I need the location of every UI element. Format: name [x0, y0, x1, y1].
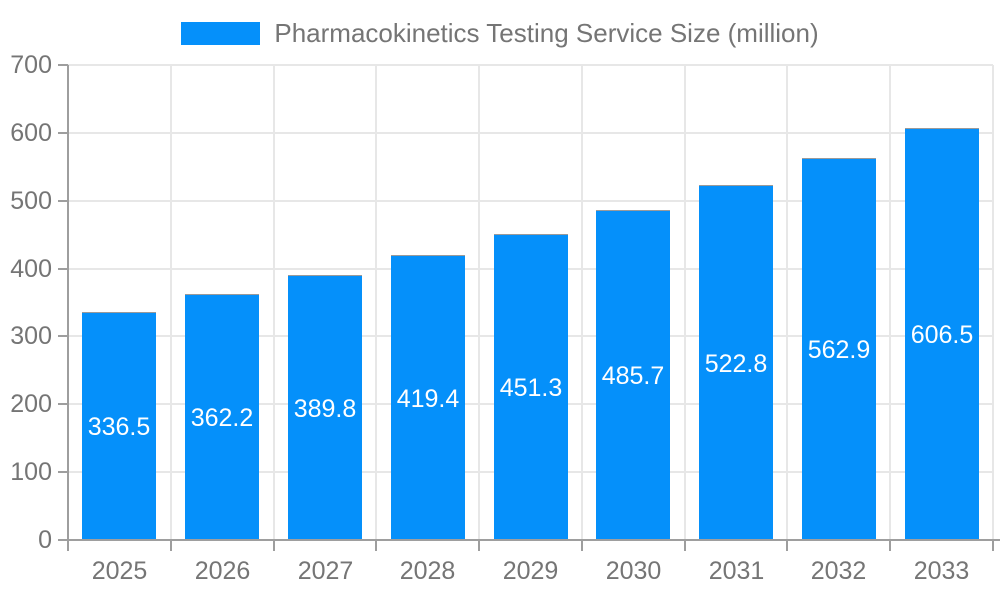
legend-label: Pharmacokinetics Testing Service Size (m…: [274, 17, 819, 48]
x-tick-label: 2031: [708, 557, 765, 585]
bar[interactable]: 606.5: [905, 128, 979, 540]
x-tick: [67, 540, 69, 551]
y-tick: [58, 131, 68, 134]
x-tick: [478, 540, 481, 551]
bar-value-label: 606.5: [910, 321, 974, 349]
bar[interactable]: 485.7: [596, 210, 670, 540]
x-tick-label: 2025: [91, 557, 148, 585]
x-tick: [169, 540, 172, 551]
x-tick-label: 2027: [297, 557, 354, 585]
bar-value-label: 336.5: [87, 413, 151, 441]
y-tick-label: 700: [10, 51, 52, 79]
bar[interactable]: 451.3: [494, 234, 568, 540]
x-tick: [375, 540, 378, 551]
gridline-vertical: [786, 65, 789, 540]
bar[interactable]: 419.4: [391, 255, 465, 540]
gridline-vertical: [478, 65, 481, 540]
gridline-vertical: [889, 65, 892, 540]
legend[interactable]: Pharmacokinetics Testing Service Size (m…: [0, 18, 1000, 48]
y-tick: [58, 403, 68, 406]
bar-value-label: 419.4: [396, 385, 460, 413]
y-tick: [58, 539, 68, 541]
x-tick: [786, 540, 789, 551]
y-tick-label: 300: [10, 322, 52, 351]
y-tick-label: 100: [10, 458, 52, 487]
bar-value-label: 485.7: [601, 362, 665, 390]
y-tick-label: 0: [38, 526, 52, 554]
y-tick: [58, 64, 68, 66]
y-tick: [58, 335, 68, 338]
x-tick-label: 2033: [913, 557, 970, 585]
legend-swatch-icon: [181, 21, 261, 45]
plot-area: 336.5 362.2 389.8 419.4 451.3 485.7 522.8 562.9…: [68, 64, 994, 540]
y-tick: [58, 199, 68, 202]
bar[interactable]: 336.5: [82, 312, 156, 540]
bar-value-label: 362.2: [190, 404, 254, 432]
x-tick-label: 2029: [502, 557, 559, 585]
y-tick: [58, 267, 68, 270]
bar-value-label: 451.3: [499, 374, 563, 402]
y-axis-line: [67, 65, 69, 542]
x-tick-label: 2026: [194, 557, 251, 585]
gridline-horizontal: [68, 64, 993, 66]
bar[interactable]: 562.9: [802, 158, 876, 540]
y-tick-label: 400: [10, 254, 52, 283]
gridline-vertical: [683, 65, 686, 540]
x-tick-label: 2030: [605, 557, 662, 585]
bar-value-label: 562.9: [807, 336, 871, 364]
x-tick: [580, 540, 583, 551]
gridline-vertical: [272, 65, 275, 540]
y-tick-label: 600: [10, 118, 52, 147]
y-tick-label: 500: [10, 186, 52, 215]
gridline-horizontal: [68, 131, 993, 134]
x-tick-label: 2028: [399, 557, 456, 585]
gridline-vertical: [169, 65, 172, 540]
gridline-horizontal: [68, 199, 993, 202]
bar[interactable]: 389.8: [288, 275, 362, 540]
gridline-vertical: [375, 65, 378, 540]
y-tick-label: 200: [10, 390, 52, 419]
x-axis-line: [58, 539, 1000, 541]
x-tick: [683, 540, 686, 551]
y-tick: [58, 471, 68, 474]
gridline-vertical: [580, 65, 583, 540]
bar-value-label: 522.8: [704, 350, 768, 378]
bar[interactable]: 522.8: [699, 185, 773, 540]
gridline-vertical: [992, 65, 994, 540]
x-tick: [889, 540, 892, 551]
bar[interactable]: 362.2: [185, 294, 259, 540]
x-tick: [272, 540, 275, 551]
bar-value-label: 389.8: [293, 395, 357, 423]
x-tick-label: 2032: [810, 557, 867, 585]
x-tick: [992, 540, 994, 551]
